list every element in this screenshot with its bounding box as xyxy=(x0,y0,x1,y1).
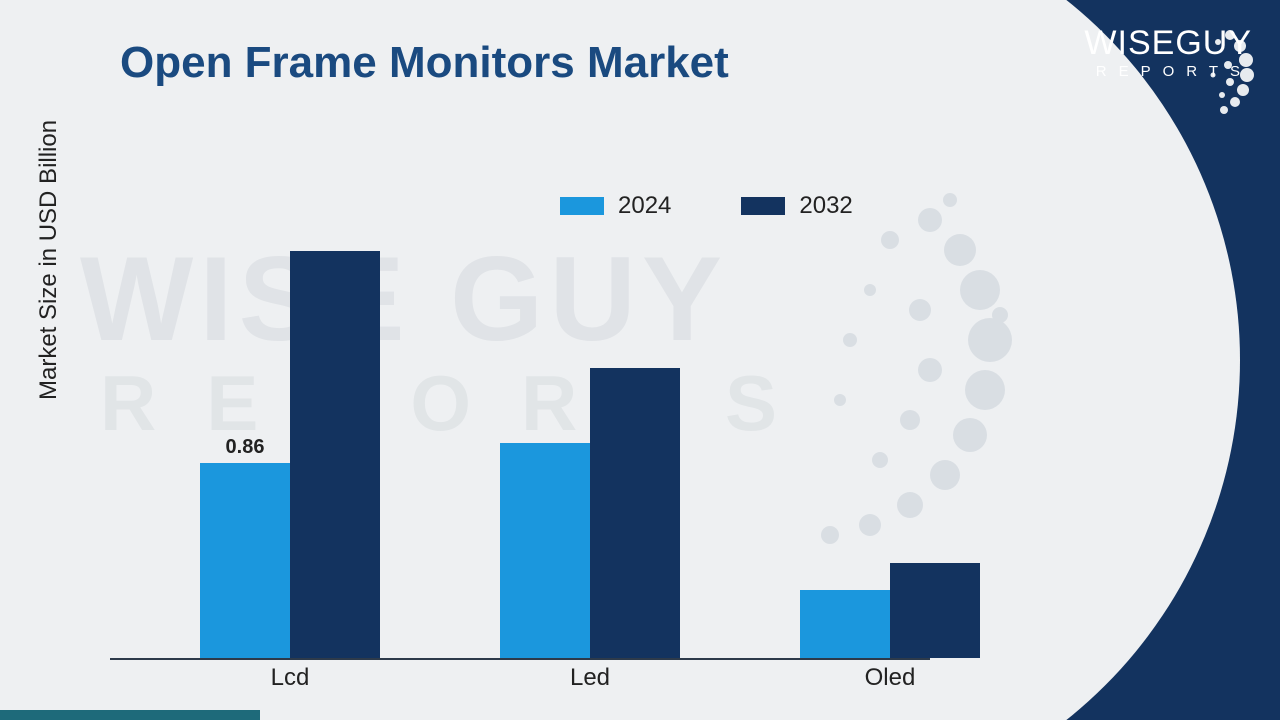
legend: 2024 2032 xyxy=(560,192,853,220)
legend-label-2024: 2024 xyxy=(618,192,671,220)
logo-head-icon xyxy=(1158,20,1258,120)
bar-oled-2024 xyxy=(800,590,890,658)
bar-group-lcd: 0.86 xyxy=(200,230,380,660)
footer-accent xyxy=(0,710,260,720)
page-root: WISE GUY REPORTS Open Frame Monitors Mar… xyxy=(0,0,1280,720)
legend-label-2032: 2032 xyxy=(799,192,852,220)
y-axis-label: Market Size in USD Billion xyxy=(35,120,63,400)
bar-group-oled xyxy=(800,230,980,660)
bar-group-led xyxy=(500,230,680,660)
bar-chart: 0.86LcdLedOled xyxy=(110,230,930,660)
bar-lcd-2024 xyxy=(200,463,290,658)
legend-item-2032: 2032 xyxy=(741,192,852,220)
category-label-lcd: Lcd xyxy=(200,664,380,692)
bar-value-label: 0.86 xyxy=(200,436,290,459)
bar-led-2032 xyxy=(590,368,680,658)
bar-lcd-2032 xyxy=(290,251,380,658)
bar-led-2024 xyxy=(500,443,590,658)
chart-title: Open Frame Monitors Market xyxy=(120,38,729,88)
bar-oled-2032 xyxy=(890,563,980,658)
category-label-oled: Oled xyxy=(800,664,980,692)
legend-swatch-2032 xyxy=(741,197,785,215)
brand-logo: WISEGUY REPORTS xyxy=(1084,26,1252,79)
legend-swatch-2024 xyxy=(560,197,604,215)
category-label-led: Led xyxy=(500,664,680,692)
legend-item-2024: 2024 xyxy=(560,192,671,220)
